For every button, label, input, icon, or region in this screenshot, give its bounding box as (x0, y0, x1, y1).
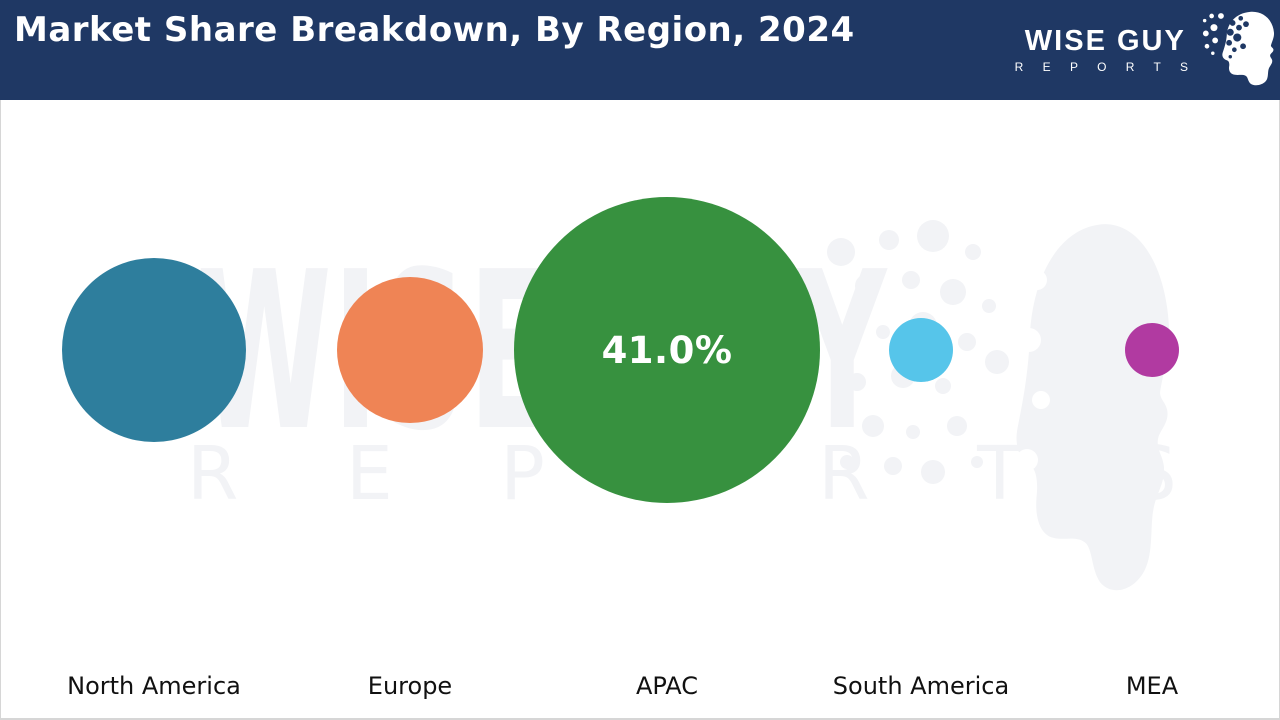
header: Market Share Breakdown, By Region, 2024 … (0, 0, 1280, 100)
category-label-south-america: South America (832, 672, 1010, 700)
bubble-value-label: 41.0% (601, 328, 733, 372)
brand-subtitle: R E P O R T S (1014, 59, 1196, 74)
category-label-mea: MEA (1125, 672, 1179, 700)
head-silhouette-icon (1200, 2, 1278, 98)
bubble-chart: WISE GUY R E P O R T S (0, 100, 1280, 720)
brand-logo: WISE GUY R E P O R T S (1015, 0, 1280, 100)
watermark-head-silhouette-icon (811, 210, 1191, 624)
category-label-north-america: North America (67, 672, 241, 700)
category-label-europe: Europe (367, 672, 453, 700)
brand-wordmark: WISE GUY R E P O R T S (1014, 25, 1196, 74)
category-label-apac: APAC (635, 672, 699, 700)
bubble-mea (1125, 323, 1179, 377)
bubble-apac: 41.0% (514, 197, 820, 503)
bubble-north-america (62, 258, 246, 442)
bubble-south-america (889, 318, 953, 382)
bubble-europe (337, 277, 483, 423)
brand-name: WISE GUY (1024, 25, 1186, 58)
page-title: Market Share Breakdown, By Region, 2024 (14, 10, 855, 50)
